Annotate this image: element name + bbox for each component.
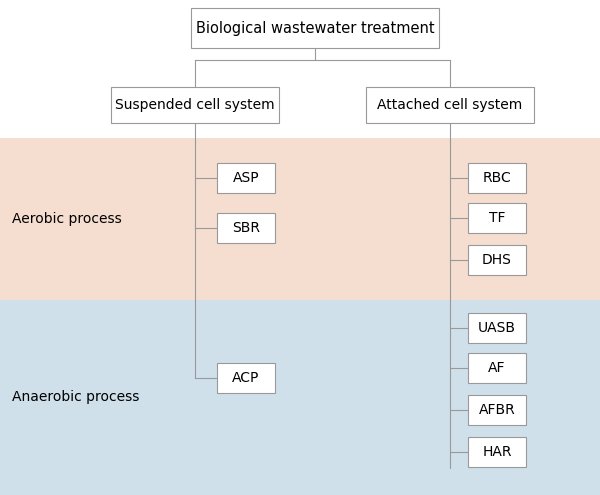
FancyBboxPatch shape [468, 395, 526, 425]
Text: UASB: UASB [478, 321, 516, 335]
Text: HAR: HAR [482, 445, 512, 459]
FancyBboxPatch shape [217, 163, 275, 193]
Text: AFBR: AFBR [479, 403, 515, 417]
FancyBboxPatch shape [217, 213, 275, 243]
Bar [0, 300, 600, 495]
Text: Biological wastewater treatment: Biological wastewater treatment [196, 20, 434, 36]
FancyBboxPatch shape [111, 87, 279, 123]
FancyBboxPatch shape [468, 163, 526, 193]
FancyBboxPatch shape [468, 245, 526, 275]
FancyBboxPatch shape [468, 353, 526, 383]
Text: ACP: ACP [232, 371, 260, 385]
FancyBboxPatch shape [468, 313, 526, 343]
Text: ASP: ASP [233, 171, 259, 185]
Text: TF: TF [489, 211, 505, 225]
FancyBboxPatch shape [366, 87, 534, 123]
Text: Anaerobic process: Anaerobic process [12, 391, 139, 404]
Bar [0, 138, 600, 300]
FancyBboxPatch shape [217, 363, 275, 393]
Text: DHS: DHS [482, 253, 512, 267]
Text: RBC: RBC [482, 171, 511, 185]
Text: AF: AF [488, 361, 506, 375]
FancyBboxPatch shape [191, 8, 439, 48]
Text: Aerobic process: Aerobic process [12, 212, 122, 226]
FancyBboxPatch shape [468, 437, 526, 467]
Text: Attached cell system: Attached cell system [377, 98, 523, 112]
Text: Suspended cell system: Suspended cell system [115, 98, 275, 112]
Text: SBR: SBR [232, 221, 260, 235]
FancyBboxPatch shape [468, 203, 526, 233]
